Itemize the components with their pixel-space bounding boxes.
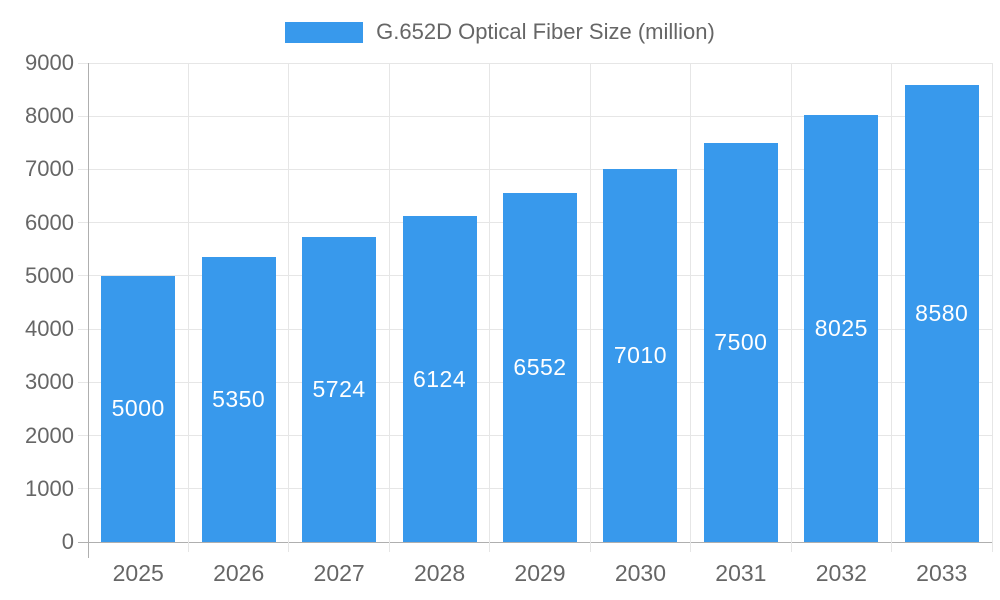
gridline-vertical (388, 63, 390, 542)
bar-2031[interactable]: 7500 (703, 142, 778, 542)
gridline-vertical (288, 63, 290, 542)
x-axis-tick-label: 2030 (614, 560, 667, 586)
y-axis-tick-label: 8000 (25, 103, 74, 129)
y-axis-tick-label: 6000 (25, 209, 74, 235)
plot-area: 5000 5350 5724 6124 6552 7010 7500 8025 8580 (78, 62, 993, 558)
y-axis-tick-label: 0 (61, 529, 74, 554)
x-axis-tick-label: 2027 (313, 560, 365, 586)
bar-2026[interactable]: 5350 (201, 257, 276, 542)
bar-value-label: 7500 (714, 328, 768, 355)
y-axis-tick-label: 7000 (25, 156, 74, 182)
y-axis-tick-label: 5000 (25, 262, 74, 288)
y-axis-tick (78, 115, 88, 117)
x-axis-tick (589, 542, 591, 552)
x-axis-tick (790, 542, 792, 552)
bar-value-label: 5350 (212, 386, 266, 413)
gridline-vertical (891, 63, 893, 542)
x-axis-tick (891, 542, 893, 552)
bar-2028[interactable]: 6124 (402, 216, 477, 542)
bar-2029[interactable]: 6552 (503, 193, 577, 542)
x-axis-tick-label: 2028 (413, 560, 466, 586)
y-axis-tick (78, 541, 88, 543)
y-axis-tick (78, 328, 88, 330)
chart-legend[interactable]: G.652D Optical Fiber Size (million) (0, 20, 1000, 44)
x-axis-tick (690, 542, 692, 552)
bar-2027[interactable]: 5724 (302, 237, 377, 542)
bar-2033[interactable]: 8580 (904, 85, 979, 542)
y-axis-line (87, 63, 89, 558)
y-axis-tick (78, 435, 88, 437)
x-axis-tick-label: 2029 (514, 560, 566, 586)
x-axis-tick (288, 542, 290, 552)
y-axis-tick (78, 275, 88, 277)
gridline-vertical (790, 63, 792, 542)
gridline-vertical (187, 63, 189, 542)
x-axis-tick-label: 2026 (213, 560, 265, 586)
gridline-vertical (589, 63, 591, 542)
x-axis-tick (388, 542, 390, 552)
x-axis-tick-label: 2025 (112, 560, 164, 586)
y-axis-tick-label: 2000 (25, 422, 74, 448)
bar-2032[interactable]: 8025 (804, 114, 879, 542)
gridline-vertical (991, 63, 993, 542)
y-axis-tick-label: 1000 (25, 475, 74, 501)
legend-label: G.652D Optical Fiber Size (million) (376, 19, 715, 44)
x-axis-tick (489, 542, 491, 552)
gridline-vertical (690, 63, 692, 542)
x-axis-tick (991, 542, 993, 552)
bar-2025[interactable]: 5000 (101, 275, 176, 542)
x-axis-tick-label: 2032 (815, 560, 867, 586)
y-axis-tick (78, 168, 88, 170)
x-axis-tick-label: 2033 (916, 560, 968, 586)
y-axis-tick (78, 488, 88, 490)
bar-value-label: 8025 (814, 314, 868, 341)
bar-value-label: 5000 (111, 395, 165, 422)
bar-value-label: 6124 (412, 365, 467, 392)
y-axis-tick-label: 3000 (25, 369, 74, 395)
y-axis-tick-label: 4000 (25, 316, 74, 342)
bar-value-label: 8580 (915, 300, 969, 327)
gridline-vertical (489, 63, 491, 542)
bar-value-label: 7010 (613, 341, 668, 368)
x-axis-tick (187, 542, 189, 552)
y-axis-tick (78, 62, 88, 64)
x-axis-tick-label: 2031 (715, 560, 767, 586)
bar-value-label: 5724 (312, 376, 366, 403)
y-axis-tick-label: 9000 (25, 50, 74, 75)
bar-2030[interactable]: 7010 (603, 168, 678, 542)
y-axis-tick (78, 381, 88, 383)
bar-value-label: 6552 (513, 354, 567, 381)
legend-swatch (285, 21, 364, 43)
y-axis-tick (78, 222, 88, 224)
gridline-horizontal (88, 62, 992, 64)
